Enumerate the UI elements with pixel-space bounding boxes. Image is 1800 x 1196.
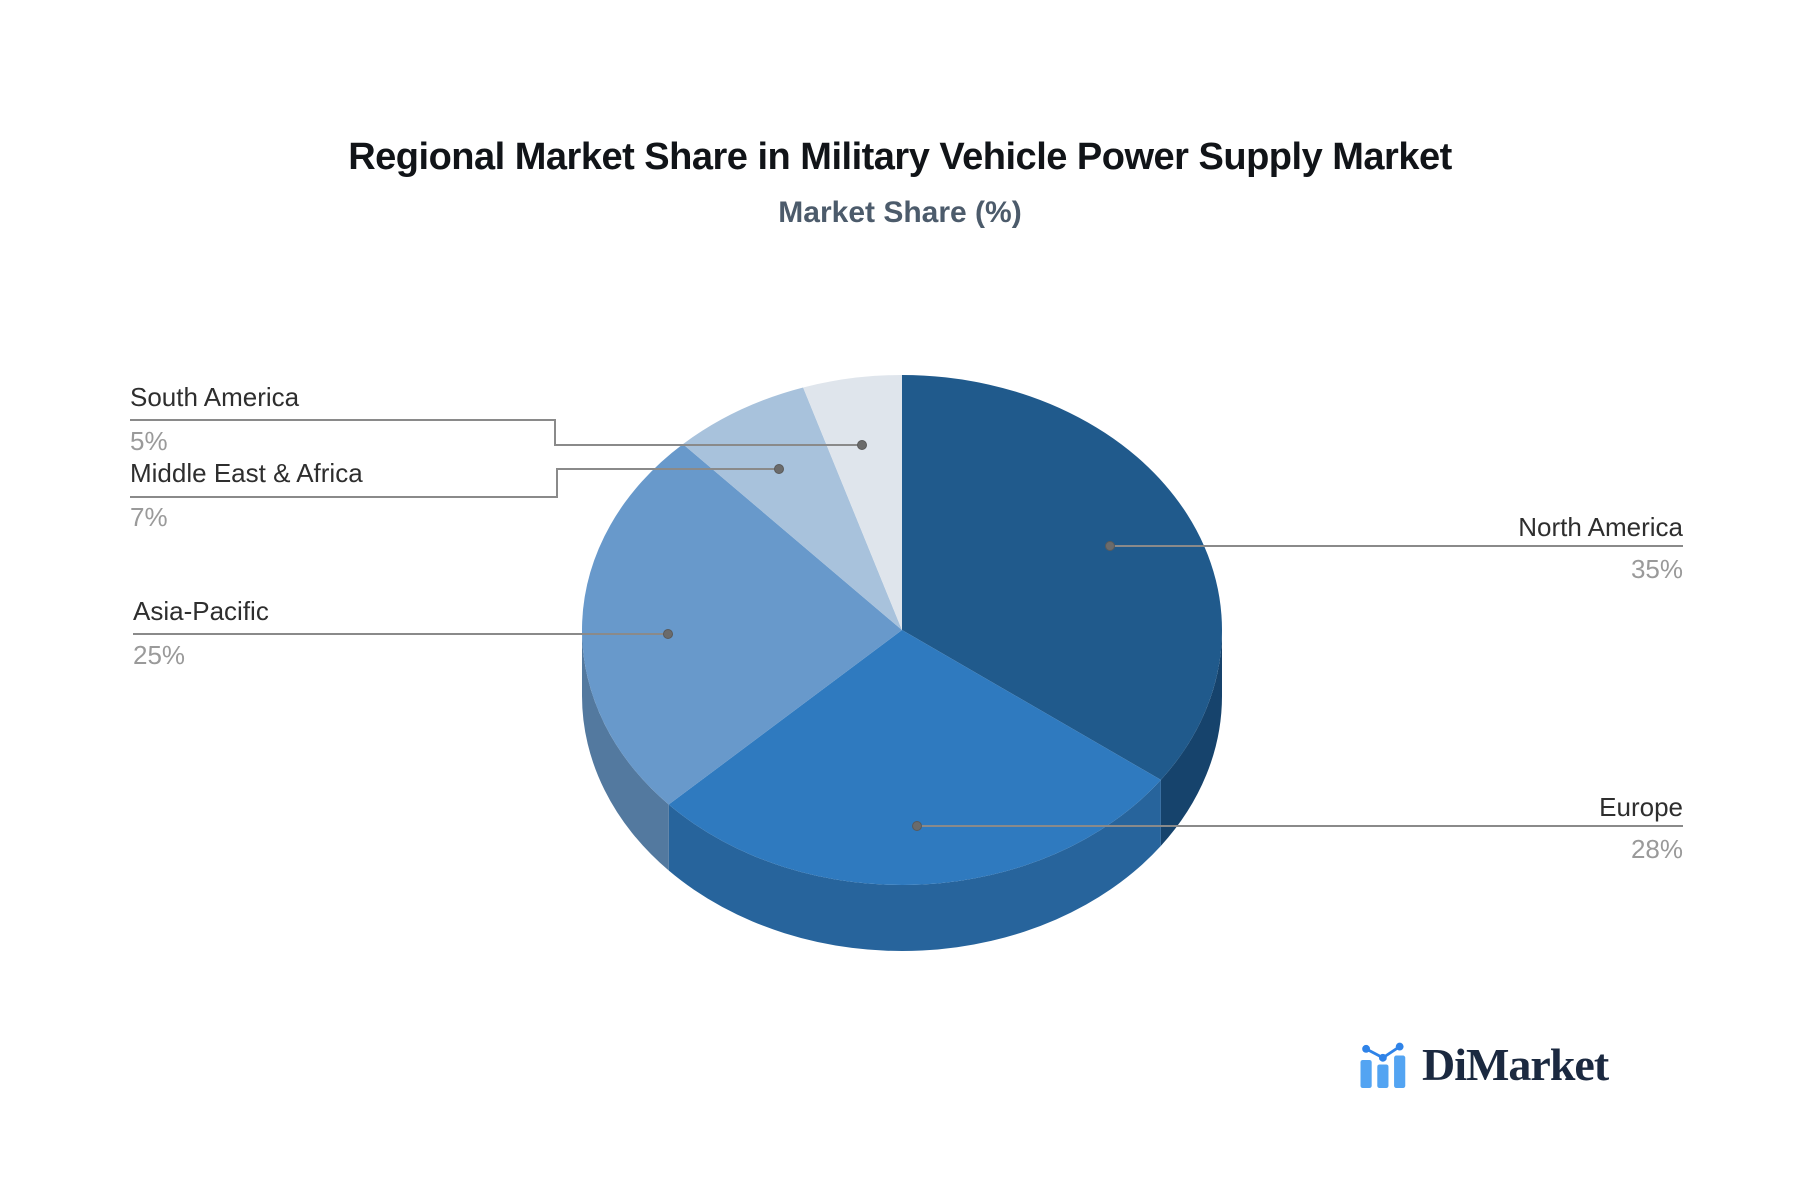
brand-name: DiMarket — [1422, 1039, 1609, 1090]
callout-label-north-america: North America — [1518, 512, 1683, 542]
callout-label-middle-east-africa: Middle East & Africa — [130, 458, 363, 488]
callout-label-south-america: South America — [130, 382, 300, 412]
brand-logo: DiMarket — [1358, 1038, 1609, 1091]
callout-value-north-america: 35% — [1630, 554, 1683, 584]
leader-line-middle-east-africa — [130, 468, 779, 498]
callout-label-europe: Europe — [1599, 792, 1683, 822]
pie-slice-asia-pacific — [582, 444, 902, 805]
callout-value-asia-pacific: 25% — [133, 640, 186, 670]
callout-value-south-america: 5% — [130, 426, 168, 456]
leader-line-south-america — [130, 419, 862, 446]
pie-slice-europe — [668, 630, 1161, 886]
callout-dot-europe — [912, 821, 922, 831]
pie-slice-north-america — [902, 375, 1223, 780]
pie-slice-side-north-america — [1160, 630, 1222, 846]
chart-subtitle: Market Share (%) — [778, 196, 1022, 229]
pie-slice-side-asia-pacific — [582, 630, 669, 871]
callout-value-europe: 28% — [1630, 834, 1683, 864]
callout-label-asia-pacific: Asia-Pacific — [133, 596, 269, 626]
callout-dot-north-america — [1105, 541, 1115, 551]
bar-chart-icon — [1360, 1042, 1406, 1088]
callout-dot-middle-east-africa — [774, 464, 784, 474]
pie-slice-middle-east-africa — [682, 387, 902, 630]
pie-slice-side-europe — [668, 779, 1161, 952]
chart-title: Regional Market Share in Military Vehicl… — [348, 136, 1452, 178]
callout-dot-asia-pacific — [663, 629, 673, 639]
pie-slice-south-america — [803, 375, 902, 630]
callout-dot-south-america — [857, 440, 867, 450]
callout-value-middle-east-africa: 7% — [130, 502, 168, 532]
